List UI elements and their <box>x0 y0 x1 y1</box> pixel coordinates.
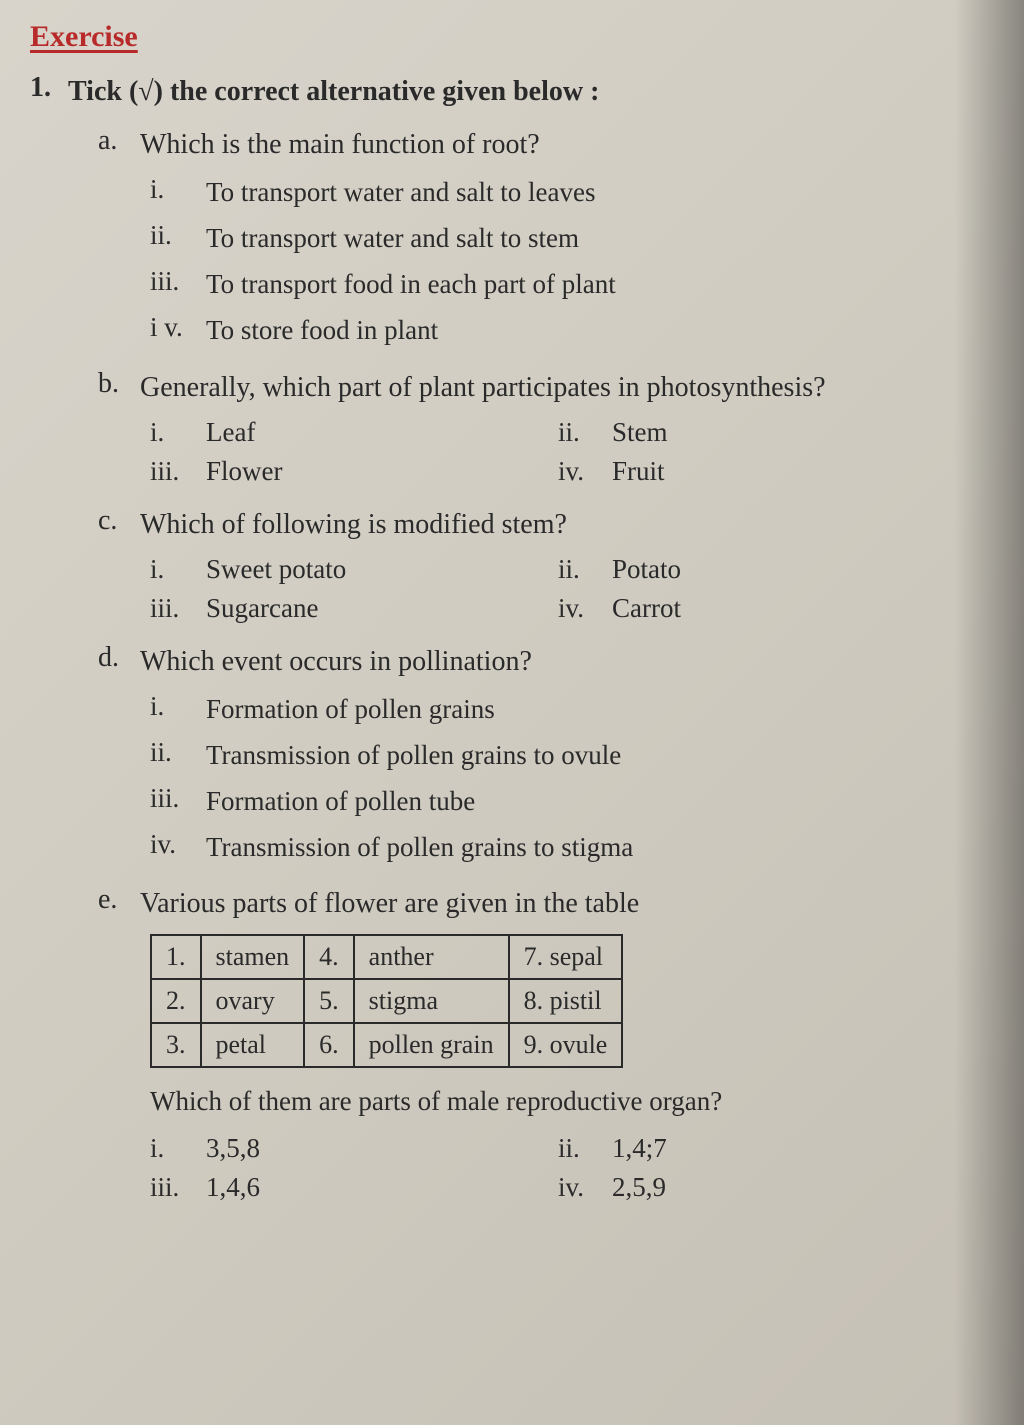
options-c: i.Sweet potato ii.Potato iii.Sugarcane i… <box>150 554 964 624</box>
opt-num: iii. <box>150 456 206 487</box>
exercise-page: Exercise 1. Tick (√) the correct alterna… <box>30 20 964 1203</box>
opt-num: iii. <box>150 783 206 814</box>
exercise-heading: Exercise <box>30 20 964 54</box>
cell: stigma <box>354 979 509 1023</box>
opt-num: i. <box>150 1133 206 1164</box>
cell: 3. <box>151 1023 201 1067</box>
cell: anther <box>354 935 509 979</box>
options-a: i.To transport water and salt to leaves … <box>150 174 964 349</box>
page-curl-shadow <box>954 0 1024 1425</box>
opt-text: To store food in plant <box>206 312 438 350</box>
sub-d: d. Which event occurs in pollination? i.… <box>98 642 964 866</box>
opt-text: Leaf <box>206 417 558 448</box>
sub-text: Which is the main function of root? <box>140 125 540 164</box>
question-1: 1. Tick (√) the correct alternative give… <box>30 72 964 111</box>
sub-text: Which of following is modified stem? <box>140 505 567 544</box>
opt-text: To transport water and salt to stem <box>206 220 579 258</box>
sub-letter: b. <box>98 368 140 400</box>
opt-num: iv. <box>558 593 612 624</box>
cell: 8. pistil <box>509 979 623 1023</box>
sub-c: c. Which of following is modified stem? … <box>98 505 964 624</box>
opt-num: i. <box>150 417 206 448</box>
options-d: i.Formation of pollen grains ii.Transmis… <box>150 691 964 866</box>
opt-num: ii. <box>558 554 612 585</box>
options-e: i.3,5,8 ii.1,4;7 iii.1,4,6 iv.2,5,9 <box>150 1133 964 1203</box>
opt-text: 1,4;7 <box>612 1133 964 1164</box>
opt-text: Carrot <box>612 593 964 624</box>
sub-letter: e. <box>98 884 140 916</box>
opt-num: i. <box>150 174 206 205</box>
opt-num: ii. <box>558 1133 612 1164</box>
cell: pollen grain <box>354 1023 509 1067</box>
sub-text: Which event occurs in pollination? <box>140 642 532 681</box>
opt-text: Fruit <box>612 456 964 487</box>
cell: 4. <box>304 935 354 979</box>
opt-text: Stem <box>612 417 964 448</box>
opt-num: i v. <box>150 312 206 343</box>
opt-text: Formation of pollen tube <box>206 783 475 821</box>
after-table-text: Which of them are parts of male reproduc… <box>150 1086 964 1117</box>
cell: 7. sepal <box>509 935 623 979</box>
opt-text: 2,5,9 <box>612 1172 964 1203</box>
sub-letter: d. <box>98 642 140 674</box>
sub-e: e. Various parts of flower are given in … <box>98 884 964 1202</box>
opt-text: Flower <box>206 456 558 487</box>
opt-num: ii. <box>558 417 612 448</box>
opt-text: Transmission of pollen grains to stigma <box>206 829 633 867</box>
opt-num: iii. <box>150 1172 206 1203</box>
opt-text: Transmission of pollen grains to ovule <box>206 737 621 775</box>
opt-num: i. <box>150 554 206 585</box>
sub-letter: c. <box>98 505 140 537</box>
opt-num: ii. <box>150 220 206 251</box>
cell: stamen <box>201 935 305 979</box>
cell: ovary <box>201 979 305 1023</box>
opt-text: Sweet potato <box>206 554 558 585</box>
options-b: i.Leaf ii.Stem iii.Flower iv.Fruit <box>150 417 964 487</box>
sub-a: a. Which is the main function of root? i… <box>98 125 964 349</box>
sub-b: b. Generally, which part of plant partic… <box>98 368 964 487</box>
cell: 9. ovule <box>509 1023 623 1067</box>
cell: petal <box>201 1023 305 1067</box>
sub-letter: a. <box>98 125 140 157</box>
cell: 1. <box>151 935 201 979</box>
sub-text: Generally, which part of plant participa… <box>140 368 826 407</box>
opt-text: Sugarcane <box>206 593 558 624</box>
flower-parts-table: 1. stamen 4. anther 7. sepal 2. ovary 5.… <box>150 934 623 1068</box>
opt-text: Potato <box>612 554 964 585</box>
opt-text: To transport food in each part of plant <box>206 266 616 304</box>
cell: 6. <box>304 1023 354 1067</box>
opt-num: iv. <box>558 1172 612 1203</box>
question-number: 1. <box>30 72 68 104</box>
opt-text: 3,5,8 <box>206 1133 558 1164</box>
opt-num: ii. <box>150 737 206 768</box>
cell: 2. <box>151 979 201 1023</box>
opt-num: iii. <box>150 266 206 297</box>
opt-num: iv. <box>150 829 206 860</box>
question-text: Tick (√) the correct alternative given b… <box>68 72 599 111</box>
opt-num: iv. <box>558 456 612 487</box>
opt-text: Formation of pollen grains <box>206 691 495 729</box>
opt-text: To transport water and salt to leaves <box>206 174 595 212</box>
sub-text: Various parts of flower are given in the… <box>140 884 639 923</box>
opt-num: i. <box>150 691 206 722</box>
opt-text: 1,4,6 <box>206 1172 558 1203</box>
opt-num: iii. <box>150 593 206 624</box>
cell: 5. <box>304 979 354 1023</box>
